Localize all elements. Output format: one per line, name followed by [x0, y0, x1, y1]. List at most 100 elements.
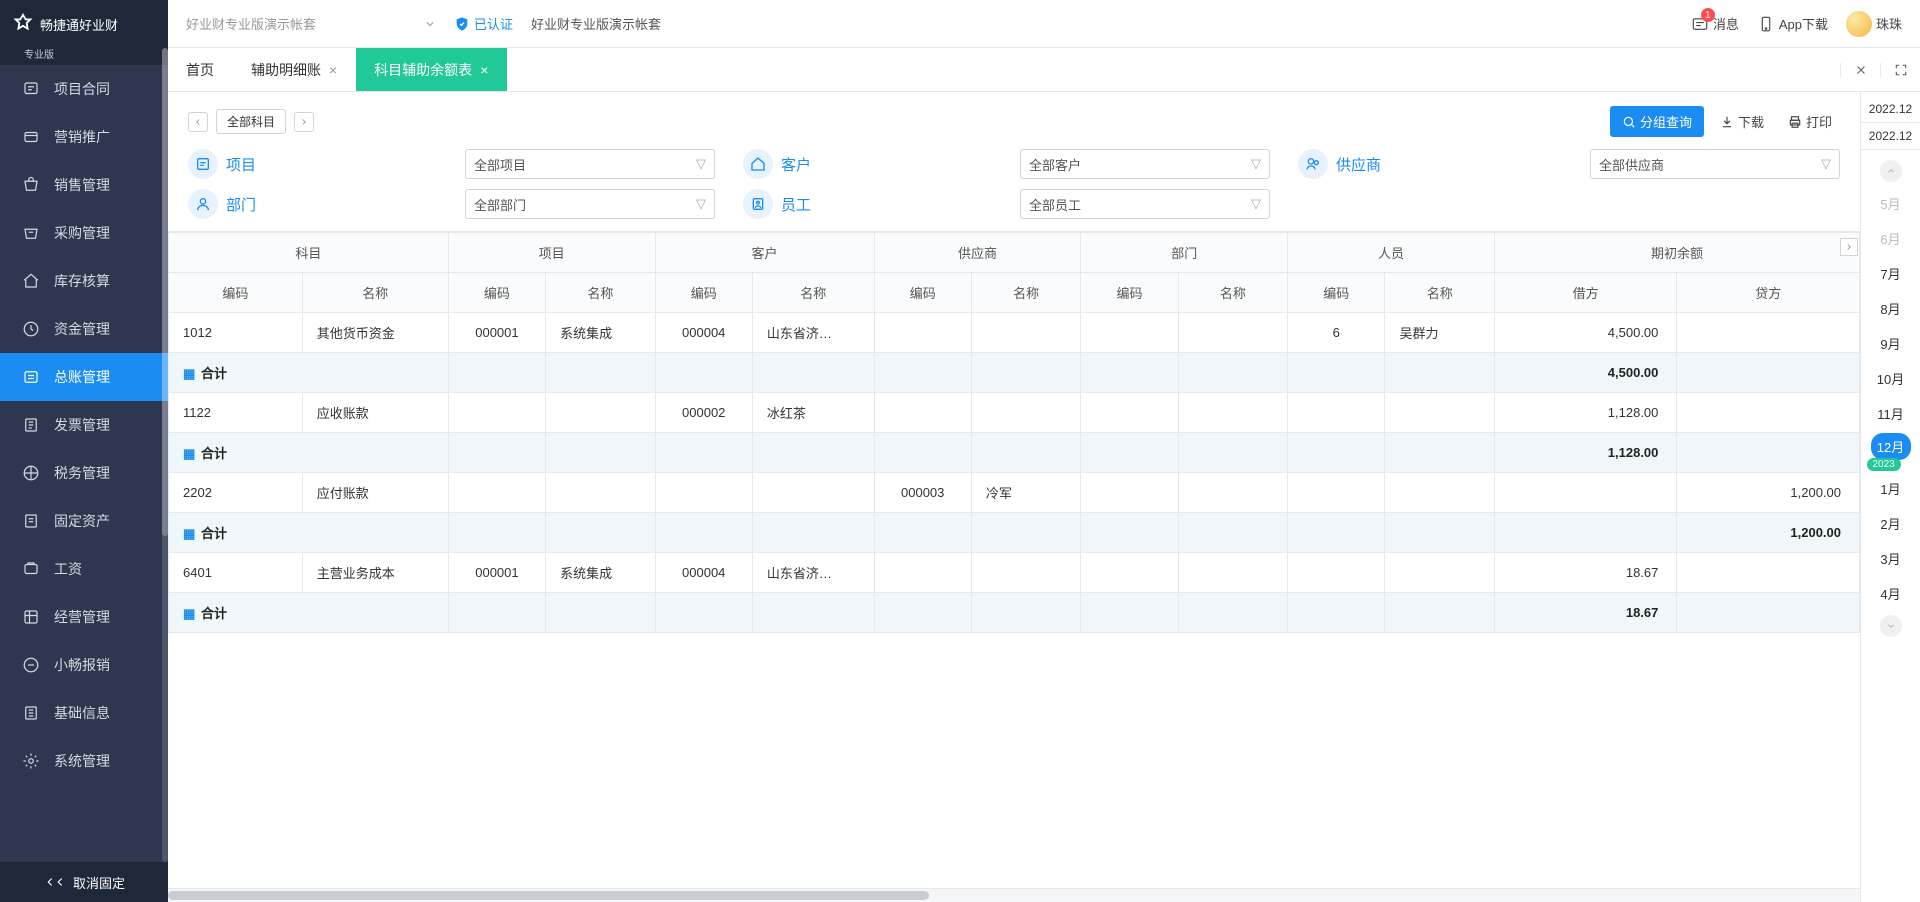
nav-label: 系统管理 — [54, 751, 110, 771]
period-to[interactable]: 2022.12 — [1867, 123, 1914, 149]
period-item[interactable]: 1月 — [1865, 471, 1917, 506]
subtotal-label: ▦合计 — [169, 353, 449, 393]
period-item[interactable]: 9月 — [1865, 326, 1917, 361]
breadcrumb-next-button[interactable] — [294, 112, 314, 132]
table-expand-button[interactable] — [1840, 238, 1858, 256]
period-item[interactable]: 4月 — [1865, 576, 1917, 611]
period-item[interactable]: 5月 — [1865, 186, 1917, 221]
cell-credit: 1,200.00 — [1677, 513, 1860, 553]
tab-1[interactable]: 辅助明细账× — [233, 48, 356, 91]
filter-select-customer[interactable]: 全部客户 ▽ — [1020, 149, 1270, 179]
table-cell: 冷军 — [971, 473, 1080, 513]
sidebar-item-6[interactable]: 总账管理 — [0, 353, 168, 401]
tab-close-icon[interactable]: × — [480, 62, 488, 78]
sidebar-item-5[interactable]: 资金管理 — [0, 305, 168, 353]
sidebar-item-10[interactable]: 工资 — [0, 545, 168, 593]
sidebar-item-11[interactable]: 经营管理 — [0, 593, 168, 641]
period-item[interactable]: 3月 — [1865, 541, 1917, 576]
user-menu[interactable]: 珠珠 — [1846, 11, 1902, 37]
horizontal-scrollbar[interactable] — [168, 888, 1860, 902]
data-table: 科目项目客户供应商部门人员期初余额编码名称编码名称编码名称编码名称编码名称编码名… — [168, 232, 1860, 633]
nav-label: 总账管理 — [54, 367, 110, 387]
sidebar-item-14[interactable]: 系统管理 — [0, 737, 168, 785]
table-row[interactable]: ▦合计18.67 — [169, 593, 1860, 633]
sidebar-item-2[interactable]: 销售管理 — [0, 161, 168, 209]
table-cell: 应付账款 — [302, 473, 448, 513]
period-down-button[interactable] — [1880, 615, 1902, 637]
period-from[interactable]: 2022.12 — [1867, 96, 1914, 122]
breadcrumb[interactable]: 全部科目 — [216, 109, 286, 134]
breadcrumb-prev-button[interactable] — [188, 112, 208, 132]
filter-select-project[interactable]: 全部项目 ▽ — [465, 149, 715, 179]
period-item[interactable]: 11月 — [1865, 396, 1917, 431]
tab-2[interactable]: 科目辅助余额表 × — [356, 48, 507, 91]
content: 全部科目 分组查询 下载 打印 — [168, 92, 1920, 902]
table-cell: 000001 — [448, 553, 545, 593]
nav-label: 资金管理 — [54, 319, 110, 339]
sidebar-item-3[interactable]: 采购管理 — [0, 209, 168, 257]
account-selector[interactable]: 好业财专业版演示帐套 — [186, 14, 436, 33]
table-cell: 4,500.00 — [1494, 313, 1676, 353]
table-row[interactable]: 2202应付账款000003冷军1,200.00 — [169, 473, 1860, 513]
nav-label: 经营管理 — [54, 607, 110, 627]
sidebar-item-13[interactable]: 基础信息 — [0, 689, 168, 737]
fullscreen-button[interactable] — [1880, 63, 1920, 77]
account-selector-text: 好业财专业版演示帐套 — [186, 14, 316, 33]
table-sub-header: 编码 — [448, 273, 545, 313]
chevron-down-icon: ▽ — [696, 196, 706, 212]
period-item[interactable]: 8月 — [1865, 291, 1917, 326]
nav-icon — [22, 368, 40, 386]
period-item[interactable]: 6月 — [1865, 221, 1917, 256]
table-row[interactable]: 1122应收账款000002冰红茶1,128.00 — [169, 393, 1860, 433]
sidebar-item-4[interactable]: 库存核算 — [0, 257, 168, 305]
table-row[interactable]: ▦合计1,200.00 — [169, 513, 1860, 553]
close-tab-button[interactable] — [1840, 63, 1880, 77]
sidebar-item-12[interactable]: 小畅报销 — [0, 641, 168, 689]
period-item[interactable]: 10月 — [1865, 361, 1917, 396]
table-sub-header: 名称 — [1178, 273, 1287, 313]
filter-select-employee[interactable]: 全部员工 ▽ — [1020, 189, 1270, 219]
table-row[interactable]: 1012其他货币资金000001系统集成000004山东省济…6吴群力4,500… — [169, 313, 1860, 353]
print-button[interactable]: 打印 — [1780, 106, 1840, 137]
messages-button[interactable]: 1 消息 — [1691, 14, 1739, 33]
period-item[interactable]: 12月 — [1871, 433, 1911, 460]
table-cell: 6 — [1288, 313, 1385, 353]
messages-badge: 1 — [1701, 8, 1715, 22]
nav-label: 采购管理 — [54, 223, 110, 243]
download-button[interactable]: 下载 — [1712, 106, 1772, 137]
tab-close-icon[interactable]: × — [329, 62, 337, 78]
nav-label: 销售管理 — [54, 175, 110, 195]
period-item[interactable]: 7月 — [1865, 256, 1917, 291]
sidebar-unpin-button[interactable]: 取消固定 — [0, 862, 168, 902]
table-row[interactable]: ▦合计1,128.00 — [169, 433, 1860, 473]
table-group-header: 人员 — [1288, 233, 1495, 273]
sidebar-nav: 项目合同营销推广销售管理采购管理库存核算资金管理总账管理发票管理税务管理固定资产… — [0, 65, 168, 862]
sidebar-footer-label: 取消固定 — [73, 873, 125, 892]
period-up-button[interactable] — [1880, 160, 1902, 182]
table-cell — [1178, 473, 1287, 513]
sidebar-item-1[interactable]: 营销推广 — [0, 113, 168, 161]
period-list: 5月6月7月8月9月10月11月12月20231月2月3月4月 — [1865, 150, 1917, 902]
sidebar-item-9[interactable]: 固定资产 — [0, 497, 168, 545]
period-panel: 2022.12 2022.12 5月6月7月8月9月10月11月12月20231… — [1860, 92, 1920, 902]
tab-label: 首页 — [186, 60, 214, 80]
subtotal-label: ▦合计 — [169, 593, 449, 633]
group-query-button[interactable]: 分组查询 — [1610, 106, 1704, 137]
filter-select-supplier[interactable]: 全部供应商 ▽ — [1590, 149, 1840, 179]
subtotal-label: ▦合计 — [169, 433, 449, 473]
table-cell: 000002 — [655, 393, 752, 433]
table-cell — [546, 473, 655, 513]
table-row[interactable]: 6401主营业务成本000001系统集成000004山东省济…18.67 — [169, 553, 1860, 593]
table-sub-header: 名称 — [302, 273, 448, 313]
tab-0[interactable]: 首页 — [168, 48, 233, 91]
table-cell: 18.67 — [1494, 553, 1676, 593]
app-download-button[interactable]: App下载 — [1757, 14, 1828, 33]
filter-select-department[interactable]: 全部部门 ▽ — [465, 189, 715, 219]
period-item[interactable]: 2月 — [1865, 506, 1917, 541]
sidebar-item-8[interactable]: 税务管理 — [0, 449, 168, 497]
tab-label: 科目辅助余额表 — [374, 60, 472, 80]
sidebar-item-0[interactable]: 项目合同 — [0, 65, 168, 113]
table-row[interactable]: ▦合计4,500.00 — [169, 353, 1860, 393]
sidebar-item-7[interactable]: 发票管理 — [0, 401, 168, 449]
chevron-down-icon — [424, 18, 436, 30]
